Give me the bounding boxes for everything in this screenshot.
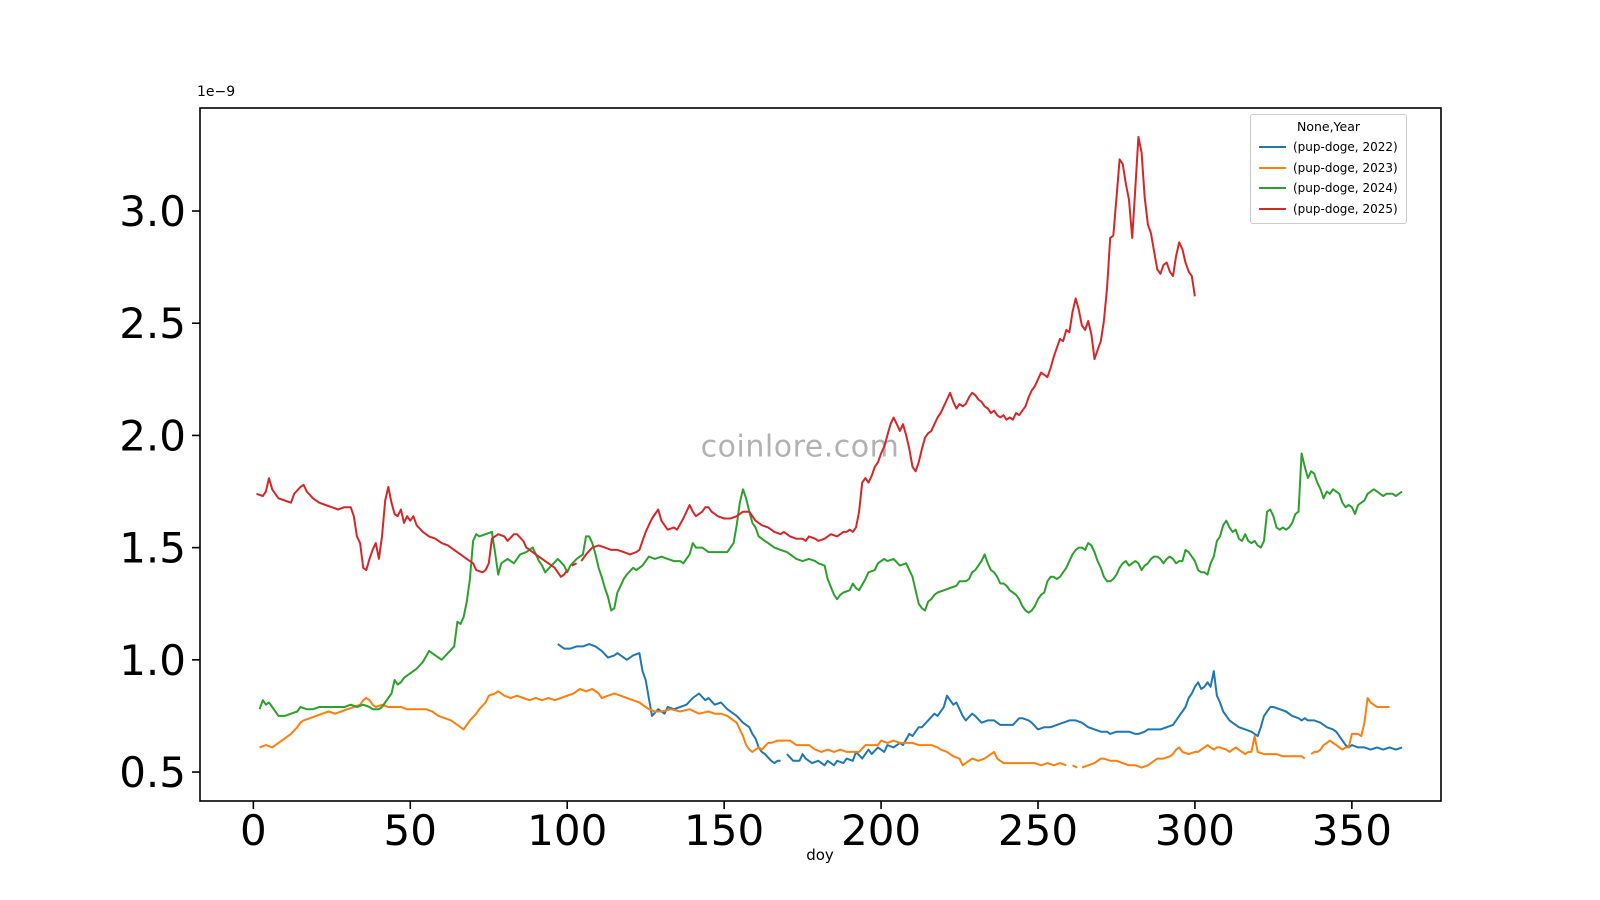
legend-label-2022: (pup-doge, 2022) — [1293, 140, 1398, 155]
y-axis-offset-label: 1e−9 — [197, 84, 236, 100]
x-axis-label: doy — [806, 846, 834, 864]
legend-entry-2025: (pup-doge, 2025) — [1256, 199, 1401, 220]
x-tick-label: 250 — [998, 806, 1078, 855]
plot-border — [199, 107, 1442, 802]
x-tick-label: 200 — [841, 806, 921, 855]
y-tick-label: 0.5 — [119, 748, 186, 797]
legend-label-2024: (pup-doge, 2024) — [1293, 181, 1398, 196]
series-line-2024 — [258, 452, 1403, 717]
y-tick-label: 2.0 — [119, 411, 186, 460]
legend: None,Year (pup-doge, 2022) (pup-doge, 20… — [1250, 114, 1407, 224]
series-line-2022 — [557, 643, 1403, 767]
legend-entry-2024: (pup-doge, 2024) — [1256, 178, 1401, 199]
series-line-2023 — [259, 688, 1390, 769]
legend-line-swatch-2023 — [1259, 166, 1286, 169]
x-tick-label: 150 — [684, 806, 764, 855]
legend-label-2023: (pup-doge, 2023) — [1293, 160, 1398, 175]
legend-line-swatch-2025 — [1259, 207, 1286, 210]
watermark: coinlore.com — [700, 429, 900, 465]
x-tick-label: 0 — [240, 806, 267, 855]
y-tick-label: 1.5 — [119, 524, 186, 573]
y-tick-label: 1.0 — [119, 636, 186, 685]
legend-entry-2023: (pup-doge, 2023) — [1256, 158, 1401, 179]
legend-entry-2022: (pup-doge, 2022) — [1256, 137, 1401, 158]
legend-title: None,Year — [1296, 119, 1361, 134]
y-tick-label: 2.5 — [119, 299, 186, 348]
x-tick-label: 350 — [1312, 806, 1392, 855]
legend-line-swatch-2024 — [1259, 187, 1286, 190]
legend-line-swatch-2022 — [1259, 146, 1286, 149]
y-tick-label: 3.0 — [119, 187, 186, 236]
x-tick-label: 100 — [527, 806, 607, 855]
x-tick-label: 50 — [384, 806, 437, 855]
x-tick-label: 300 — [1155, 806, 1235, 855]
series-line-2025 — [256, 135, 1196, 578]
legend-label-2025: (pup-doge, 2025) — [1293, 201, 1398, 216]
